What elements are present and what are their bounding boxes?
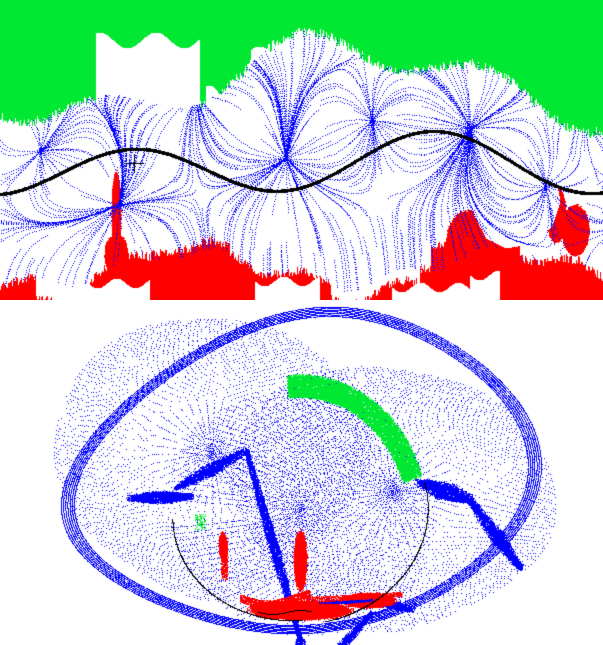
perspective-view-canvas	[0, 300, 603, 645]
map-view-canvas	[0, 0, 603, 300]
perspective-view-panel	[0, 300, 603, 645]
map-view-panel	[0, 0, 603, 300]
